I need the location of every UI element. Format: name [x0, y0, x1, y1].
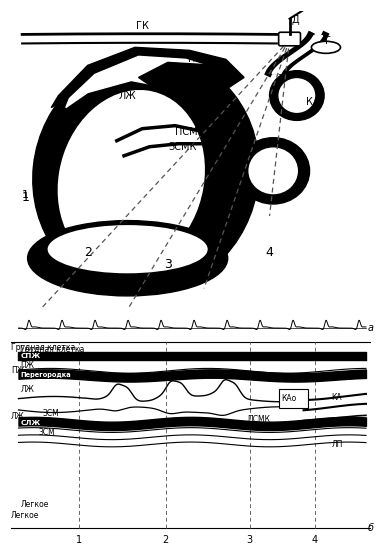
- Text: 2: 2: [84, 246, 92, 259]
- Text: 1: 1: [22, 191, 30, 204]
- Text: ЗСМК: ЗСМК: [168, 142, 196, 152]
- Text: Г: Г: [325, 36, 331, 46]
- Text: КАо: КАо: [281, 395, 296, 403]
- Text: ПЖ: ПЖ: [11, 365, 25, 374]
- Text: Легкое: Легкое: [20, 500, 49, 509]
- Text: Перегородка: Перегородка: [20, 372, 71, 378]
- FancyBboxPatch shape: [279, 32, 301, 46]
- Ellipse shape: [278, 78, 316, 114]
- Ellipse shape: [28, 220, 228, 296]
- Polygon shape: [51, 47, 244, 108]
- Text: СПЖ: СПЖ: [20, 353, 41, 359]
- Text: ПСМК: ПСМК: [175, 127, 204, 137]
- Text: Грудная клетка: Грудная клетка: [20, 345, 85, 354]
- Text: ЛЖ: ЛЖ: [11, 412, 25, 421]
- Text: Грудная клетка: Грудная клетка: [11, 343, 75, 352]
- Text: 3: 3: [246, 536, 252, 545]
- Text: 4: 4: [312, 536, 318, 545]
- Ellipse shape: [33, 54, 259, 294]
- FancyBboxPatch shape: [279, 389, 308, 408]
- Text: 4: 4: [266, 246, 274, 259]
- Text: ПСМК: ПСМК: [248, 415, 271, 424]
- Text: 3: 3: [164, 258, 172, 271]
- Text: Легкое: Легкое: [11, 511, 39, 519]
- Text: ПЖ: ПЖ: [188, 54, 206, 64]
- Text: ЛП: ЛП: [230, 151, 244, 161]
- Text: КА: КА: [307, 97, 320, 107]
- Ellipse shape: [248, 147, 299, 195]
- Text: ГК: ГК: [136, 21, 149, 31]
- Text: б: б: [368, 523, 374, 533]
- Text: ЛЖ: ЛЖ: [119, 90, 136, 100]
- Text: СЛЖ: СЛЖ: [20, 420, 41, 426]
- Polygon shape: [139, 62, 233, 93]
- Text: ЛЖ: ЛЖ: [20, 385, 34, 394]
- Ellipse shape: [237, 138, 310, 204]
- Text: ЗСМ: ЗСМ: [42, 409, 59, 418]
- Ellipse shape: [269, 71, 324, 121]
- Text: а: а: [368, 323, 374, 333]
- Text: ЛП: ЛП: [331, 440, 343, 449]
- Ellipse shape: [58, 90, 205, 270]
- Text: 1: 1: [75, 536, 81, 545]
- Polygon shape: [66, 56, 215, 108]
- Text: ПЖ: ПЖ: [20, 362, 34, 371]
- Text: ЗСМ: ЗСМ: [39, 428, 55, 437]
- Text: КА: КА: [331, 393, 342, 402]
- Ellipse shape: [312, 41, 340, 54]
- Ellipse shape: [48, 225, 208, 273]
- Text: Д: Д: [291, 15, 299, 25]
- Text: 1: 1: [22, 190, 29, 200]
- Text: 2: 2: [163, 536, 169, 545]
